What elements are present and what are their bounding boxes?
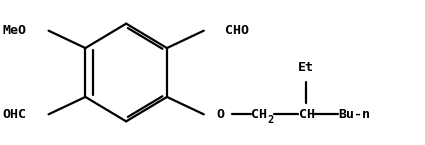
Text: CHO: CHO [225,24,249,37]
Text: Et: Et [298,61,314,74]
Text: Bu-n: Bu-n [338,108,370,121]
Text: CH: CH [299,108,315,121]
Text: 2: 2 [268,115,274,125]
Text: OHC: OHC [2,108,26,121]
Text: MeO: MeO [2,24,26,37]
Text: CH: CH [251,108,267,121]
Text: O: O [216,108,224,121]
